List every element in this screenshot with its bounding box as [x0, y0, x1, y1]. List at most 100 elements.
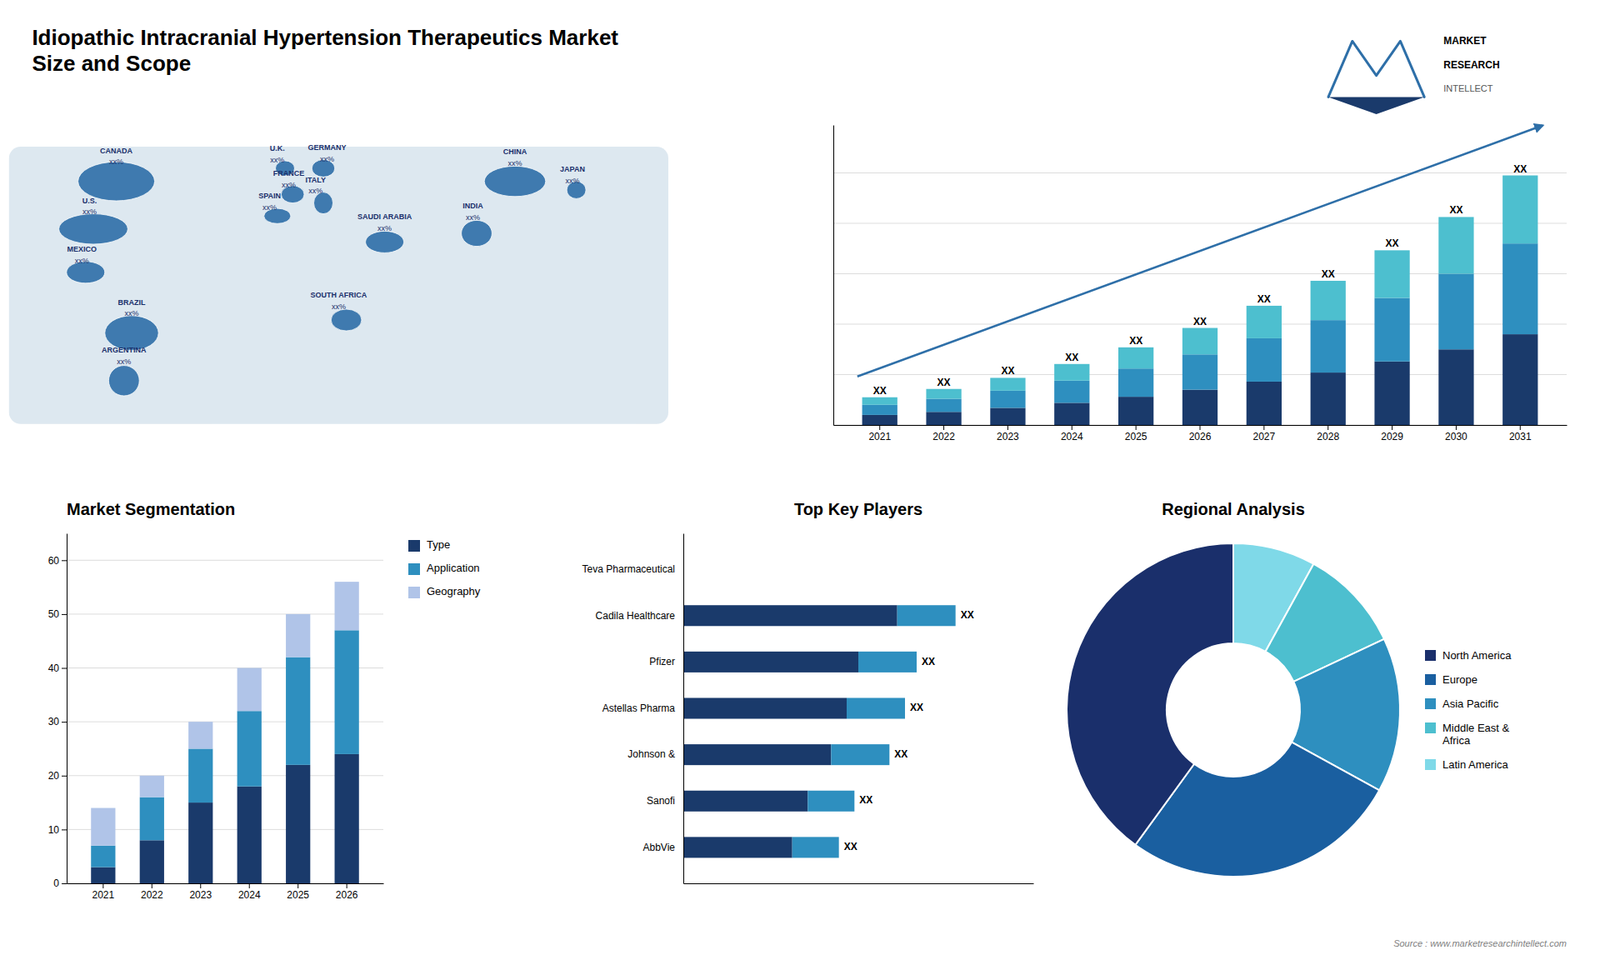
- bar-segment: [1502, 175, 1538, 245]
- tick-label: 30: [48, 715, 60, 728]
- x-axis: [684, 883, 1035, 885]
- country-label: ARGENTINA: [101, 345, 147, 355]
- bar-segment: [1374, 298, 1410, 362]
- bar-segment: [990, 390, 1025, 409]
- country-blob: [461, 220, 493, 246]
- data-label: XX: [1449, 204, 1463, 216]
- country-label: GERMANY: [308, 143, 347, 152]
- tick-label: Teva Pharmaceutical: [582, 563, 675, 575]
- tick-mark: [1007, 425, 1009, 430]
- tick: 2026: [1189, 425, 1212, 443]
- bar-segment: [990, 407, 1025, 425]
- tick-mark: [1520, 425, 1521, 430]
- y-axis: [833, 125, 835, 426]
- bar-segment: [1438, 216, 1474, 274]
- bar-segment: [897, 605, 956, 626]
- grid-line: [833, 172, 1567, 174]
- slice: [1066, 543, 1234, 845]
- tick-label: 2027: [1253, 430, 1276, 443]
- y-axis: Teva PharmaceuticalCadila HealthcarePfiz…: [582, 534, 685, 885]
- data-label: XX: [1193, 315, 1207, 328]
- bar-segment: [925, 389, 961, 400]
- tick-mark: [1071, 425, 1073, 430]
- tick: 2022: [140, 883, 164, 901]
- bar-segment: [90, 867, 115, 884]
- tick-mark: [200, 883, 201, 889]
- country-blob: [108, 365, 140, 396]
- legend-swatch: [1425, 759, 1436, 770]
- bar-segment: [188, 802, 213, 884]
- country-value-label: xx%: [308, 186, 323, 195]
- tick-label: 10: [48, 824, 60, 836]
- tick: Johnson &: [627, 748, 684, 760]
- logo-text: RESEARCH: [1443, 59, 1500, 71]
- country-label: CANADA: [100, 146, 133, 155]
- bar-chart: 2021202220232024202520262027202820292030…: [833, 125, 1568, 443]
- country-label: U.K.: [270, 144, 285, 153]
- tick: 2024: [238, 883, 261, 901]
- bar-segment: [683, 605, 898, 626]
- tick-label: Astellas Pharma: [602, 702, 676, 715]
- title: Idiopathic Intracranial Hypertension The…: [31, 25, 619, 50]
- tick: 2024: [1060, 425, 1084, 443]
- bar-segment: [90, 808, 115, 846]
- bar-segment: [335, 630, 360, 755]
- country-value-label: xx%: [331, 302, 346, 311]
- bar-segment: [1246, 381, 1282, 425]
- country-label: SAUDI ARABIA: [357, 212, 413, 221]
- country-label: FRANCE: [273, 169, 305, 178]
- bar-segment: [862, 405, 898, 415]
- bar-segment: [990, 377, 1025, 390]
- tick-label: 2023: [996, 430, 1020, 443]
- data-label: XX: [937, 376, 951, 389]
- bar-segment: [335, 581, 360, 630]
- tick-mark: [61, 775, 67, 777]
- country-value-label: xx%: [320, 155, 335, 164]
- tick-label: 2026: [1189, 430, 1212, 443]
- data-label: XX: [859, 794, 873, 806]
- country-value-label: xx%: [75, 256, 90, 265]
- bar-segment: [925, 399, 961, 413]
- bar-segment: [140, 797, 165, 841]
- country-label: MEXICO: [66, 245, 97, 254]
- bar-segment: [683, 697, 847, 719]
- tick-mark: [1200, 425, 1201, 430]
- legend-label: Europe: [1442, 673, 1478, 686]
- data-label: XX: [1065, 351, 1079, 364]
- bars: [862, 175, 1539, 425]
- country-label: INDIA: [462, 201, 484, 210]
- chart-title: Market Segmentation: [66, 500, 235, 519]
- slices: [1066, 543, 1400, 877]
- bar-segment: [1054, 380, 1090, 404]
- legend: TypeApplicationGeography: [408, 538, 481, 599]
- tick: 2026: [335, 883, 359, 901]
- axis-line: [833, 125, 835, 426]
- tick-label: 2028: [1316, 430, 1340, 443]
- tick: 2025: [1125, 425, 1148, 443]
- tick: Sanofi: [646, 795, 684, 807]
- legend-swatch: [1425, 722, 1436, 734]
- legend-label: Middle East &Africa: [1442, 721, 1510, 747]
- data-label: XX: [1129, 335, 1143, 347]
- tick: 50: [48, 608, 67, 620]
- tick-mark: [61, 614, 67, 615]
- country-value-label: xx%: [109, 157, 124, 166]
- grid: [833, 172, 1567, 425]
- tick-label: Sanofi: [646, 795, 675, 807]
- bar-segment: [140, 840, 165, 884]
- tick-label: 2026: [335, 889, 359, 901]
- tick-label: 0: [53, 877, 60, 890]
- bar-segment: [1118, 368, 1154, 397]
- country-blob: [314, 192, 334, 215]
- tick: 10: [48, 824, 67, 836]
- bars: [90, 581, 360, 884]
- tick-label: 40: [48, 662, 60, 675]
- bar-segment: [1374, 250, 1410, 298]
- country-label: CHINA: [503, 147, 528, 156]
- bar-segment: [1054, 402, 1090, 425]
- legend-label: Application: [426, 561, 480, 575]
- bar-segment: [1246, 338, 1282, 382]
- tick-mark: [61, 721, 67, 723]
- data-label: XX: [1000, 365, 1015, 377]
- tick-mark: [1455, 425, 1457, 430]
